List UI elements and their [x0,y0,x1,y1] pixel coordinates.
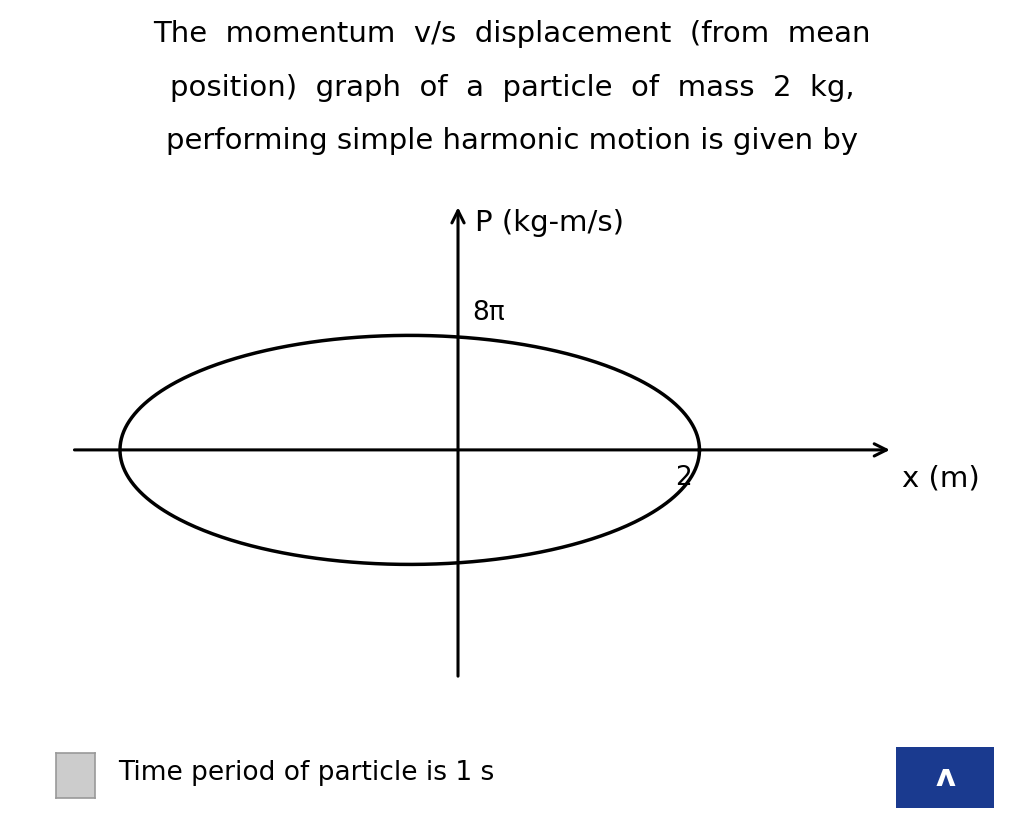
Text: The  momentum  v/s  displacement  (from  mean: The momentum v/s displacement (from mean [154,20,870,48]
Text: 8π: 8π [472,299,505,326]
Text: performing simple harmonic motion is given by: performing simple harmonic motion is giv… [166,127,858,155]
Text: ʌ: ʌ [935,763,955,792]
Text: position)  graph  of  a  particle  of  mass  2  kg,: position) graph of a particle of mass 2 … [170,74,854,101]
Text: x (m): x (m) [902,465,980,492]
Text: Time period of particle is 1 s: Time period of particle is 1 s [118,760,494,786]
Text: 2: 2 [675,465,692,491]
Text: P (kg-m/s): P (kg-m/s) [475,209,625,236]
